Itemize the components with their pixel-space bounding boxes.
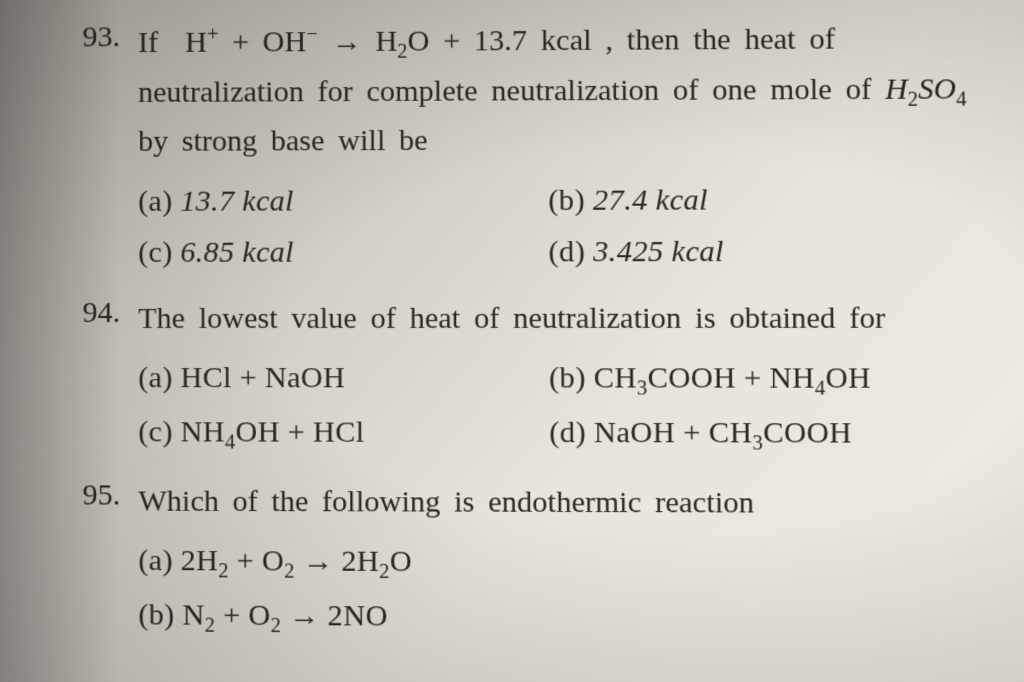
option-a: (a) HCl + NaOH bbox=[138, 352, 549, 406]
question-95: 95. Which of the following is endothermi… bbox=[60, 478, 1003, 648]
option-d: (d) NaOH + CH3COOH bbox=[549, 407, 1001, 462]
option-value: 2H2 + O2 → 2H2O bbox=[181, 544, 412, 578]
question-row: 95. Which of the following is endothermi… bbox=[60, 478, 1002, 528]
option-value: 3.425 kcal bbox=[593, 235, 724, 269]
question-text: Which of the following is endothermic re… bbox=[138, 478, 1002, 528]
option-value: N2 + O2 → 2NO bbox=[182, 598, 387, 632]
options-group: (a) 13.7 kcal (b) 27.4 kcal (c) 6.85 kca… bbox=[138, 173, 1000, 277]
question-row: 94. The lowest value of heat of neutrali… bbox=[60, 295, 1001, 342]
option-label: (a) bbox=[138, 361, 172, 394]
option-label: (d) bbox=[549, 416, 586, 449]
option-c: (c) 6.85 kcal bbox=[138, 226, 549, 278]
option-b: (b) 27.4 kcal bbox=[548, 173, 999, 226]
question-text: The lowest value of heat of neutralizati… bbox=[138, 295, 1000, 342]
option-value: 13.7 kcal bbox=[180, 184, 293, 217]
option-label: (c) bbox=[138, 415, 172, 448]
option-label: (a) bbox=[138, 544, 172, 577]
option-label: (b) bbox=[138, 598, 174, 631]
option-b: (b) CH3COOH + NH4OH bbox=[549, 352, 1001, 407]
page-content: 93. If H+ + OH− → H2O + 13.7 kcal , then… bbox=[0, 0, 1024, 682]
question-number: 94. bbox=[60, 296, 138, 330]
option-a: (a) 13.7 kcal bbox=[138, 174, 548, 226]
option-a: (a) 2H2 + O2 → 2H2O bbox=[138, 535, 1002, 593]
option-d: (d) 3.425 kcal bbox=[548, 225, 1000, 277]
option-value: NH4OH + HCl bbox=[181, 415, 365, 448]
option-value: NaOH + CH3COOH bbox=[594, 416, 852, 450]
option-label: (b) bbox=[549, 361, 586, 394]
question-94: 94. The lowest value of heat of neutrali… bbox=[60, 295, 1002, 462]
options-group: (a) 2H2 + O2 → 2H2O (b) N2 + O2 → 2NO bbox=[138, 535, 1003, 648]
question-93: 93. If H+ + OH− → H2O + 13.7 kcal , then… bbox=[60, 15, 1000, 277]
option-value: HCl + NaOH bbox=[180, 361, 345, 394]
option-b: (b) N2 + O2 → 2NO bbox=[138, 589, 1003, 648]
option-label: (c) bbox=[138, 236, 172, 269]
option-label: (a) bbox=[138, 185, 172, 218]
question-row: 93. If H+ + OH− → H2O + 13.7 kcal , then… bbox=[60, 15, 999, 165]
question-number: 95. bbox=[60, 478, 138, 512]
options-group: (a) HCl + NaOH (b) CH3COOH + NH4OH (c) N… bbox=[138, 352, 1001, 462]
option-label: (d) bbox=[549, 235, 586, 268]
option-c: (c) NH4OH + HCl bbox=[138, 406, 549, 461]
option-value: CH3COOH + NH4OH bbox=[594, 361, 871, 395]
option-value: 27.4 kcal bbox=[593, 183, 708, 217]
question-text: If H+ + OH− → H2O + 13.7 kcal , then the… bbox=[138, 15, 999, 165]
question-number: 93. bbox=[60, 20, 138, 54]
option-label: (b) bbox=[548, 183, 585, 216]
option-value: 6.85 kcal bbox=[180, 235, 293, 268]
